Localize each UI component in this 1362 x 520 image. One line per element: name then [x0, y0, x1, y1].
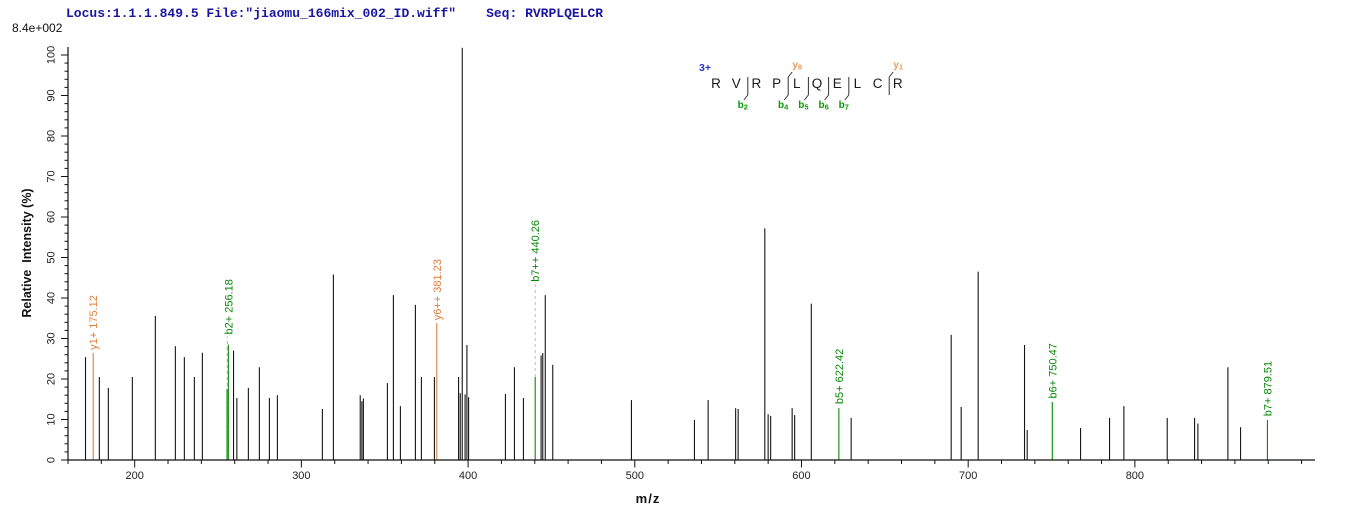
y-axis-tick-label: 30 [46, 332, 58, 344]
x-axis-tick-label: 700 [959, 470, 977, 482]
peak-label: b7++ 440.26 [530, 220, 542, 282]
b-ion-annotation-label: b6 [818, 100, 828, 112]
y-ion-hook [787, 71, 793, 78]
peak-label: b7+ 879.51 [1262, 361, 1274, 416]
residue-letter: E [833, 76, 842, 91]
x-axis-title: m/z [635, 491, 661, 506]
y-axis-tick-label: 60 [46, 211, 58, 223]
b-ion-hook [844, 94, 850, 101]
b-ion-annotation-label: b2 [738, 100, 748, 112]
y-axis-tick-label: 40 [46, 292, 58, 304]
residue-letter: P [772, 76, 781, 91]
y-axis-tick-label: 80 [46, 130, 58, 142]
residue-letter: C [873, 76, 883, 91]
y-ion-annotation-label: y1 [893, 60, 903, 72]
x-axis-tick-label: 300 [292, 470, 310, 482]
x-axis-tick-label: 200 [126, 470, 144, 482]
y-axis-tick-label: 20 [46, 373, 58, 385]
b-ion-hook [824, 94, 829, 101]
y-axis-tick-label: 70 [46, 170, 58, 182]
residue-letter: L [854, 76, 862, 91]
residue-letter: R [752, 76, 762, 91]
peak-label: b2+ 256.18 [223, 279, 235, 334]
intensity-scale-label: 8.4e+002 [12, 21, 63, 35]
peak-label: b5+ 622.42 [834, 349, 846, 404]
y-axis-tick-label: 10 [46, 413, 58, 425]
x-axis-tick-label: 500 [626, 470, 644, 482]
b-ion-annotation-label: b7 [839, 100, 849, 112]
b-ion-annotation-label: b4 [778, 100, 789, 112]
b-ion-hook [804, 94, 809, 101]
precursor-charge-label: 3+ [699, 62, 711, 74]
residue-letter: R [711, 76, 721, 91]
x-axis-tick-label: 800 [1126, 470, 1144, 482]
x-axis-tick-label: 600 [792, 470, 810, 482]
residue-letter: Q [812, 76, 823, 91]
header-locus-file: Locus:1.1.1.849.5 File:"jiaomu_166mix_00… [66, 6, 457, 21]
b-ion-annotation-label: b5 [798, 100, 808, 112]
y-ion-annotation-label: y8 [792, 60, 802, 72]
header-line: Locus:1.1.1.849.5 File:"jiaomu_166mix_00… [66, 6, 603, 21]
peak-label: y6++ 381.23 [432, 259, 444, 320]
x-axis-tick-label: 400 [459, 470, 477, 482]
peak-label: b6+ 750.47 [1047, 343, 1059, 398]
y-axis-tick-label: 50 [46, 251, 58, 263]
peak-label: y1+ 175.12 [88, 295, 100, 350]
y-axis-tick-label: 100 [46, 46, 58, 64]
residue-letter: V [732, 76, 741, 91]
b-ion-hook [743, 94, 749, 101]
y-axis-tick-label: 0 [46, 457, 58, 463]
residue-letter: R [893, 76, 903, 91]
y-ion-hook [888, 71, 894, 78]
residue-letter: L [793, 76, 801, 91]
y-axis-tick-label: 90 [46, 89, 58, 101]
header-seq: Seq: RVRPLQELCR [486, 6, 604, 21]
b-ion-hook [783, 94, 789, 101]
